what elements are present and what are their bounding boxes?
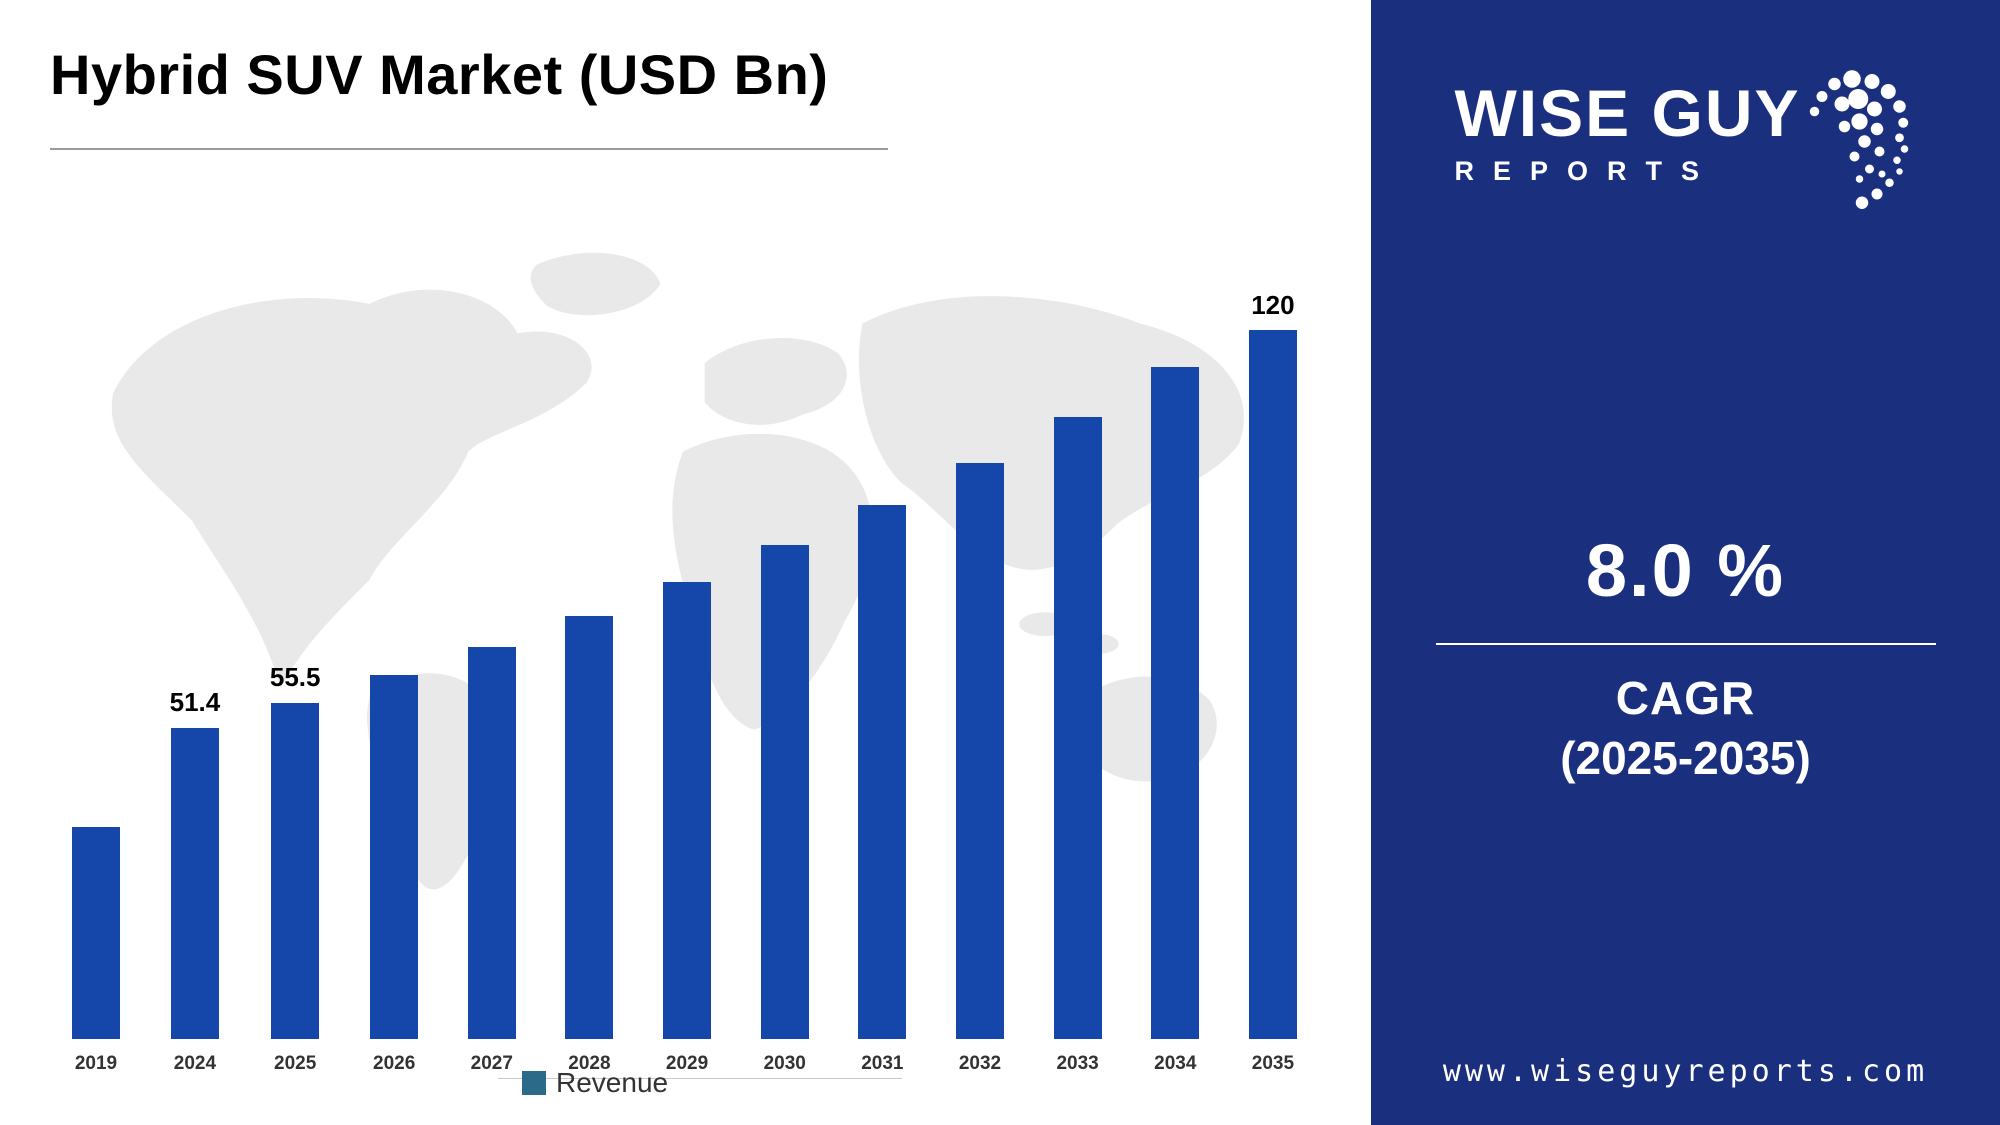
bar-column-2026: 2026 (370, 290, 419, 1075)
x-axis-tick-label: 2035 (1251, 1053, 1295, 1074)
cagr-value: 8.0 % (1585, 529, 1786, 612)
legend-divider (498, 1078, 902, 1079)
bar-column-2019: 2019 (72, 290, 120, 1075)
bar-value-label: 51.4 (169, 687, 221, 717)
cagr-period: (2025-2035) (1560, 732, 1811, 784)
bar-2033 (1053, 417, 1102, 1039)
bar-column-2030: 2030 (760, 290, 809, 1075)
x-axis-tick-label: 2026 (373, 1053, 416, 1074)
bar-2030 (760, 545, 809, 1039)
cagr-label: CAGR (1615, 672, 1756, 724)
bar-column-2032: 2032 (955, 290, 1004, 1075)
bar-2024 (170, 728, 219, 1039)
bar-column-2034: 2034 (1151, 290, 1200, 1075)
bar-2026 (370, 675, 419, 1039)
bar-2027 (467, 647, 516, 1039)
bar-value-label: 120 (1251, 290, 1295, 320)
bar-column-2031: 2031 (858, 290, 907, 1075)
page-title: Hybrid SUV Market (USD Bn) (50, 43, 829, 106)
logo-wordmark-line1: WISE GUY (1454, 76, 1801, 150)
bar-2028 (565, 616, 614, 1039)
logo-text: WISE GUY REPORTS (1454, 80, 1800, 187)
bar-value-label: 55.5 (269, 662, 321, 692)
x-axis-tick-label: 2031 (861, 1053, 904, 1074)
chart-panel: Hybrid SUV Market (USD Bn) (50, 43, 1297, 1099)
cagr-block: 8.0 % CAGR (2025-2035) (1371, 528, 2000, 785)
x-axis-tick-label: 2029 (665, 1053, 709, 1074)
x-axis-tick-label: 2030 (763, 1053, 806, 1074)
bar-2029 (663, 582, 712, 1039)
x-axis-tick-label: 2024 (173, 1053, 217, 1074)
bar-column-2028: 2028 (565, 290, 614, 1075)
x-axis-tick-label: 2034 (1154, 1053, 1197, 1074)
logo-wordmark-line2: REPORTS (1454, 156, 1718, 186)
bar-column-2035: 120 2035 (1248, 290, 1297, 1075)
x-axis-tick-label: 2028 (568, 1053, 611, 1074)
x-axis-tick-label: 2019 (74, 1053, 118, 1074)
x-axis-tick-label: 2032 (958, 1053, 1002, 1074)
bar-column-2029: 2029 (663, 290, 712, 1075)
bar-column-2025: 55.5 2025 (270, 290, 321, 1075)
bar-2031 (858, 505, 907, 1039)
website-url: www.wiseguyreports.com (1442, 1054, 1929, 1089)
dotted-head-icon (1809, 70, 1908, 209)
bar-chart: 2019 51.4 2024 55.5 2025 2026 2027 2028 2029 2030… (72, 290, 1297, 1075)
bar-2034 (1151, 367, 1200, 1039)
legend-label: Revenue (556, 1067, 669, 1098)
x-axis-tick-label: 2025 (274, 1053, 317, 1074)
title-underline (50, 148, 888, 150)
bar-column-2027: 2027 (467, 290, 516, 1075)
bar-2035 (1248, 330, 1297, 1039)
bar-column-2024: 51.4 2024 (170, 290, 221, 1075)
bar-2019 (72, 827, 120, 1039)
cagr-divider (1435, 643, 1936, 645)
chart-legend: Revenue (522, 1067, 668, 1099)
bar-2025 (271, 703, 320, 1039)
bar-column-2033: 2033 (1053, 290, 1102, 1075)
info-panel: WISE GUY REPORTS (1371, 0, 2000, 1125)
wiseguy-logo: WISE GUY REPORTS (1371, 70, 2000, 214)
legend-swatch (522, 1071, 546, 1095)
bar-chart-plot-area: 2019 51.4 2024 55.5 2025 2026 2027 2028 2029 2030… (72, 290, 1297, 1075)
bar-2032 (955, 463, 1004, 1039)
x-axis-tick-label: 2033 (1056, 1053, 1099, 1074)
x-axis-tick-label: 2027 (470, 1053, 513, 1074)
